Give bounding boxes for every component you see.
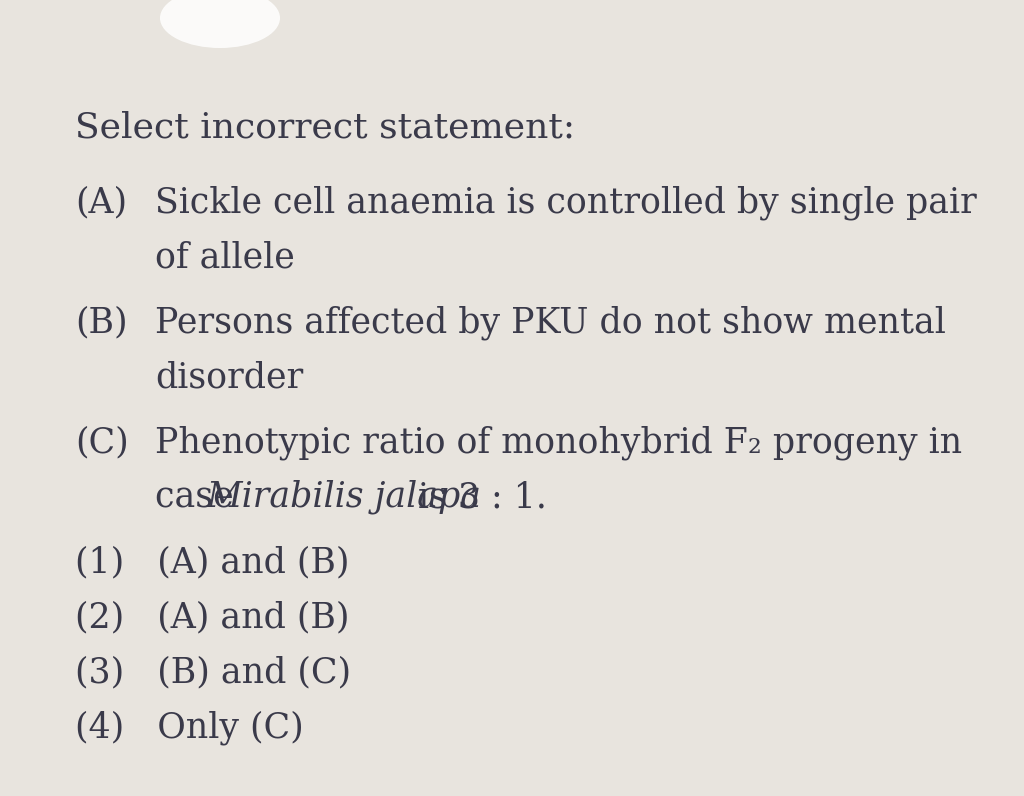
Text: (B): (B) (75, 305, 128, 339)
Text: of allele: of allele (155, 240, 295, 274)
Text: is 3 : 1.: is 3 : 1. (407, 480, 547, 514)
Text: (1)   (A) and (B): (1) (A) and (B) (75, 545, 349, 579)
Text: Select incorrect statement:: Select incorrect statement: (75, 110, 575, 144)
Text: Phenotypic ratio of monohybrid F₂ progeny in: Phenotypic ratio of monohybrid F₂ progen… (155, 425, 963, 459)
Text: (2)   (A) and (B): (2) (A) and (B) (75, 600, 349, 634)
Text: disorder: disorder (155, 360, 303, 394)
Ellipse shape (160, 0, 280, 48)
Text: (3)   (B) and (C): (3) (B) and (C) (75, 655, 351, 689)
Text: Mirabilis jalapa: Mirabilis jalapa (207, 480, 482, 514)
Text: (4)   Only (C): (4) Only (C) (75, 710, 304, 744)
Text: Sickle cell anaemia is controlled by single pair: Sickle cell anaemia is controlled by sin… (155, 185, 977, 220)
Text: (C): (C) (75, 425, 129, 459)
Text: (A): (A) (75, 185, 127, 219)
Text: case: case (155, 480, 245, 514)
Text: Persons affected by PKU do not show mental: Persons affected by PKU do not show ment… (155, 305, 946, 340)
